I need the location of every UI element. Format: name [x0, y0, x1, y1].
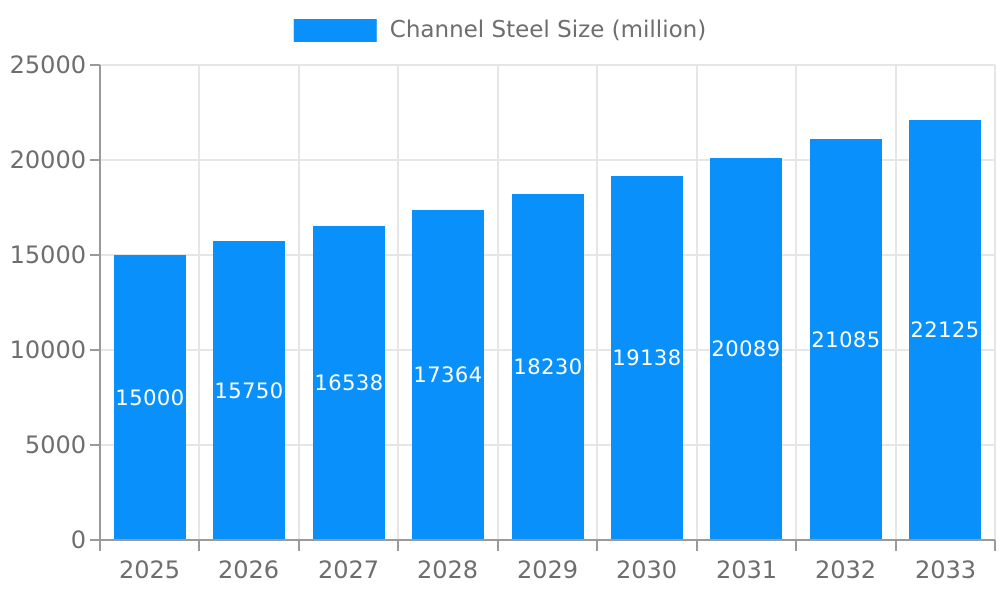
- y-axis-tick-mark: [90, 349, 100, 351]
- x-axis-line: [100, 539, 995, 541]
- gridline-vertical: [496, 65, 499, 540]
- x-axis-tick-mark: [198, 540, 201, 551]
- y-axis-tick-label: 15000: [9, 241, 86, 269]
- y-axis-tick-label: 10000: [9, 336, 86, 364]
- bar-value-label: 21085: [811, 327, 881, 352]
- y-axis-tick-label: 25000: [9, 51, 86, 79]
- x-axis-tick-mark: [297, 540, 300, 551]
- x-axis-tick-label: 2025: [118, 556, 181, 584]
- bar-value-label: 18230: [513, 355, 583, 379]
- x-axis-tick-label: 2029: [516, 556, 579, 584]
- y-axis-tick-mark: [90, 159, 100, 161]
- bar-2029[interactable]: 18230: [512, 194, 584, 540]
- bar-value-label: 15000: [115, 385, 185, 410]
- x-axis-tick-label: 2026: [217, 556, 280, 584]
- y-axis-tick-mark: [90, 254, 100, 256]
- bar-2028[interactable]: 17364: [412, 210, 484, 540]
- x-axis-tick-mark: [496, 540, 499, 551]
- x-axis-tick-mark: [795, 540, 798, 551]
- bar-value-label: 15750: [214, 378, 284, 403]
- y-axis-tick-mark: [90, 444, 100, 446]
- bar-2030[interactable]: 19138: [611, 176, 683, 540]
- gridline-vertical: [198, 65, 201, 540]
- y-axis-tick-label: 20000: [9, 146, 86, 174]
- bar-value-label: 19138: [612, 346, 682, 370]
- bar-value-label: 20089: [711, 337, 781, 361]
- bar-2031[interactable]: 20089: [710, 158, 782, 540]
- plot-area: 15000 15750 16538 17364 18230 19138 20089 21085…: [99, 64, 996, 541]
- y-axis-tick-mark: [90, 539, 100, 541]
- bar-2026[interactable]: 15750: [213, 241, 285, 540]
- x-axis-tick-mark: [894, 540, 897, 551]
- x-axis-tick-label: 2032: [814, 556, 877, 584]
- y-axis-tick-label: 0: [70, 526, 86, 554]
- x-axis-tick-mark: [695, 540, 698, 551]
- gridline-vertical: [297, 65, 300, 540]
- x-axis-tick-mark: [596, 540, 599, 551]
- x-axis-tick-label: 2033: [914, 556, 977, 584]
- bar-2033[interactable]: 22125: [909, 120, 981, 540]
- gridline-vertical: [795, 65, 798, 540]
- x-axis-tick-label: 2027: [317, 556, 380, 584]
- x-axis-tick-mark: [99, 540, 101, 551]
- legend-label: Channel Steel Size (million): [389, 17, 707, 43]
- bar-value-label: 22125: [910, 318, 980, 342]
- bar-value-label: 17364: [413, 363, 483, 387]
- y-axis-tick-label: 5000: [24, 431, 86, 459]
- x-axis-tick-label: 2031: [715, 556, 778, 584]
- y-axis-line: [99, 65, 101, 540]
- legend-swatch-icon: [293, 18, 377, 42]
- x-axis-tick-mark: [994, 540, 996, 551]
- gridline-vertical: [894, 65, 897, 540]
- gridline-horizontal: [100, 64, 995, 66]
- gridline-horizontal: [100, 159, 995, 161]
- x-axis-tick-mark: [397, 540, 400, 551]
- x-axis-tick-label: 2030: [615, 556, 678, 584]
- legend[interactable]: Channel Steel Size (million): [293, 17, 707, 43]
- y-axis-tick-mark: [90, 64, 100, 66]
- bar-2032[interactable]: 21085: [810, 139, 882, 540]
- bar-2025[interactable]: 15000: [114, 255, 186, 540]
- bar-value-label: 16538: [314, 371, 384, 395]
- gridline-vertical: [994, 65, 996, 540]
- bar-2027[interactable]: 16538: [313, 226, 385, 540]
- gridline-vertical: [596, 65, 599, 540]
- gridline-vertical: [397, 65, 400, 540]
- x-axis-tick-label: 2028: [416, 556, 479, 584]
- gridline-vertical: [695, 65, 698, 540]
